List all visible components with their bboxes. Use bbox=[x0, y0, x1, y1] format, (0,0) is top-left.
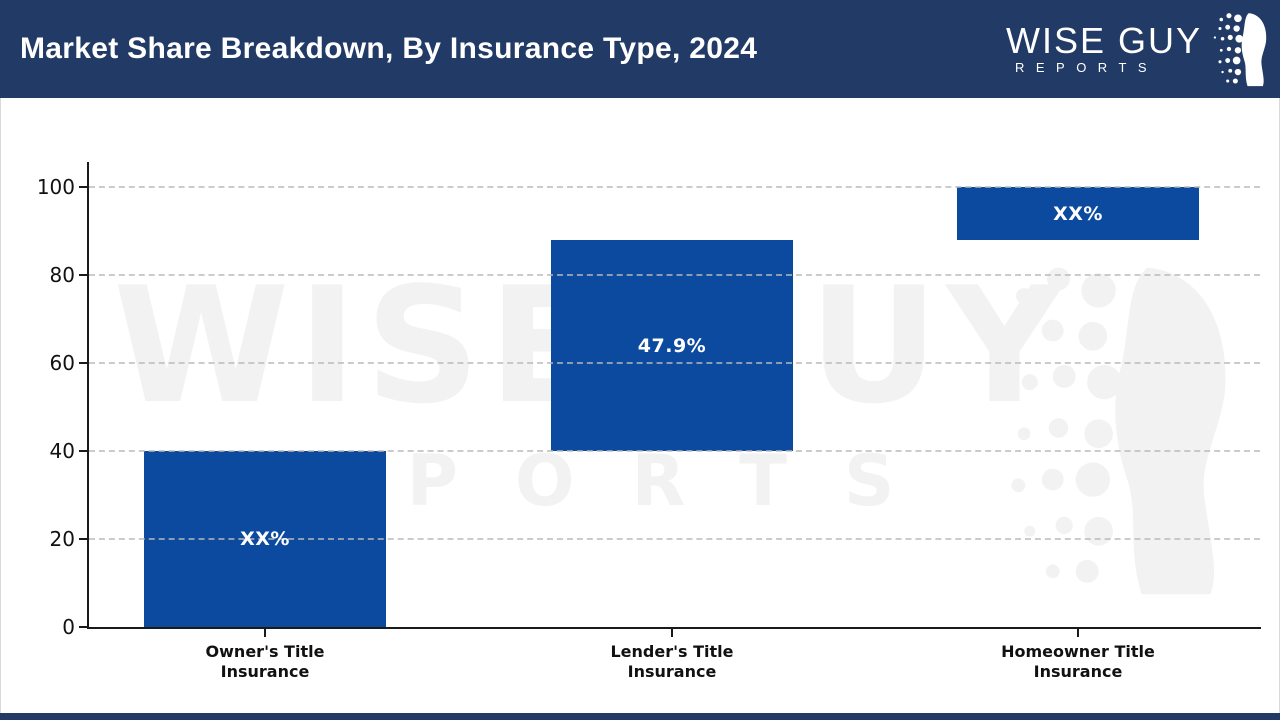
watermark-face-icon bbox=[906, 256, 1274, 600]
x-axis-label-line: Insurance bbox=[1033, 662, 1123, 681]
y-tick-label: 40 bbox=[49, 439, 75, 463]
y-tick bbox=[79, 626, 87, 628]
x-tick bbox=[264, 629, 266, 637]
y-tick-label: 0 bbox=[62, 615, 75, 639]
x-axis-spine bbox=[87, 627, 1261, 629]
x-axis-label: Owner's Title Insurance bbox=[125, 642, 405, 682]
bar-value-label: XX% bbox=[1053, 202, 1103, 225]
y-tick-label: 100 bbox=[36, 175, 75, 199]
gridline bbox=[89, 538, 1260, 540]
bar-value-label: XX% bbox=[240, 528, 290, 550]
wiseguy-logo-text: WISE GUY REPORTS bbox=[1006, 22, 1202, 76]
wiseguy-logo: WISE GUY REPORTS bbox=[1006, 8, 1268, 90]
x-axis-label-line: Insurance bbox=[627, 662, 717, 681]
y-tick bbox=[79, 362, 87, 364]
bar bbox=[957, 187, 1199, 240]
wiseguy-face-icon bbox=[1204, 8, 1268, 90]
gridline bbox=[89, 274, 1260, 276]
logo-subtitle: REPORTS bbox=[1014, 60, 1159, 75]
x-tick bbox=[671, 629, 673, 637]
y-tick bbox=[79, 538, 87, 540]
gridline bbox=[89, 186, 1260, 188]
chart-area: WISE GUY REPORTS 0 20 40 60 80 100 XX% Owner's … bbox=[0, 98, 1280, 713]
y-tick bbox=[79, 450, 87, 452]
x-axis-label-line: Insurance bbox=[220, 662, 310, 681]
y-tick-label: 60 bbox=[49, 351, 75, 375]
x-axis-label: Lender's Title Insurance bbox=[532, 642, 812, 682]
gridline bbox=[89, 450, 1260, 452]
x-axis-label: Homeowner Title Insurance bbox=[938, 642, 1218, 682]
footer-bar bbox=[0, 713, 1280, 720]
logo-wordmark: WISE GUY bbox=[1005, 20, 1202, 61]
header: Market Share Breakdown, By Insurance Typ… bbox=[0, 0, 1280, 98]
x-axis-label-line: Owner's Title bbox=[205, 642, 325, 661]
x-tick bbox=[1077, 629, 1079, 637]
x-axis-label-line: Lender's Title bbox=[610, 642, 734, 661]
y-tick bbox=[79, 274, 87, 276]
y-tick bbox=[79, 186, 87, 188]
page-title: Market Share Breakdown, By Insurance Typ… bbox=[20, 32, 758, 65]
y-tick-label: 20 bbox=[49, 527, 75, 551]
y-tick-label: 80 bbox=[49, 263, 75, 287]
x-axis-label-line: Homeowner Title bbox=[1001, 642, 1155, 661]
gridline bbox=[89, 362, 1260, 364]
bar-value-label: 47.9% bbox=[637, 334, 707, 357]
y-axis-spine bbox=[87, 162, 89, 629]
